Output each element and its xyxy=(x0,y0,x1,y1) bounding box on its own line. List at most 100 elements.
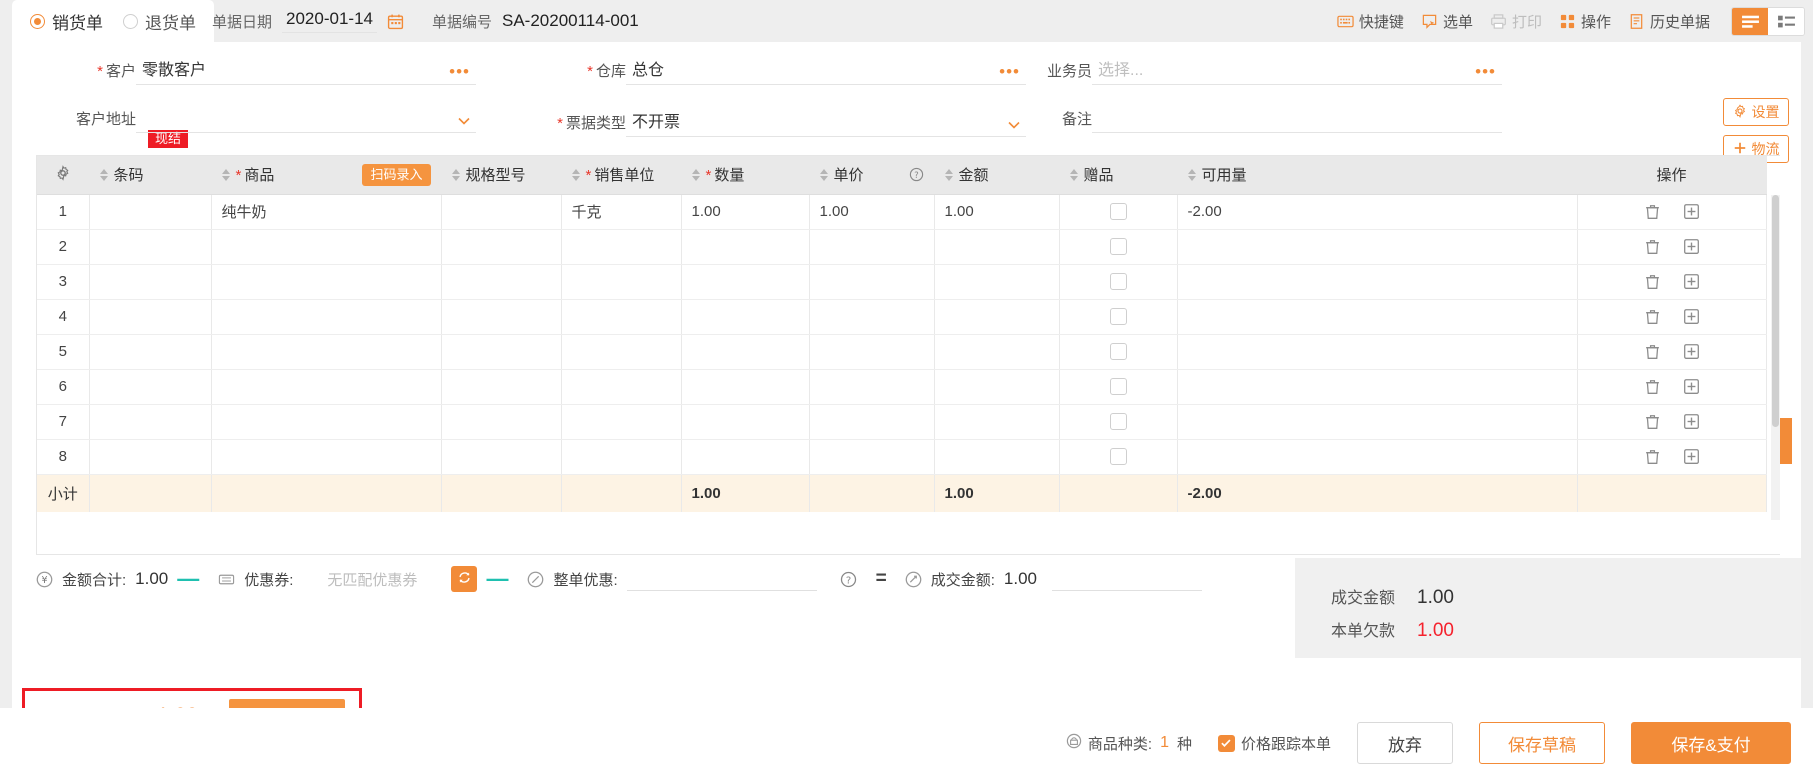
cell-product[interactable] xyxy=(211,299,442,335)
gift-checkbox[interactable] xyxy=(1109,238,1127,255)
gear-icon[interactable] xyxy=(55,164,71,185)
coupon-value[interactable]: 无匹配优惠券 xyxy=(327,571,418,589)
price-tracking-option[interactable]: 价格跟踪本单 xyxy=(1217,733,1331,754)
column-header-price[interactable]: 单价? xyxy=(809,156,935,195)
final-amount-input[interactable] xyxy=(1051,567,1202,591)
column-header-unit[interactable]: * 销售单位 xyxy=(561,156,682,195)
cell-price[interactable] xyxy=(809,299,935,335)
cell-price[interactable] xyxy=(809,264,935,300)
remark-input[interactable] xyxy=(1092,109,1502,133)
select-doc-button[interactable]: 选单 xyxy=(1421,11,1473,32)
help-icon[interactable]: ? xyxy=(840,571,857,588)
cell-amount[interactable] xyxy=(934,404,1060,440)
radio-return-order[interactable]: 退货单 xyxy=(123,9,196,34)
column-header-available[interactable]: 可用量 xyxy=(1177,156,1578,195)
cell-barcode[interactable] xyxy=(89,404,212,440)
cell-unit[interactable] xyxy=(561,264,682,300)
column-header-barcode[interactable]: 条码 xyxy=(89,156,212,195)
view-mode-list-button[interactable] xyxy=(1732,7,1768,35)
cell-amount[interactable] xyxy=(934,439,1060,475)
cell-gift[interactable] xyxy=(1059,264,1178,300)
sort-icon[interactable] xyxy=(221,168,230,181)
grid-vertical-scrollbar[interactable] xyxy=(1771,195,1780,520)
table-row[interactable]: 4 xyxy=(37,299,1767,335)
cell-unit[interactable] xyxy=(561,334,682,370)
sort-icon[interactable] xyxy=(451,168,460,181)
cell-unit[interactable] xyxy=(561,369,682,405)
save-draft-button[interactable]: 保存草稿 xyxy=(1479,722,1605,764)
cell-amount[interactable] xyxy=(934,229,1060,265)
help-icon[interactable]: ? xyxy=(909,167,924,182)
sort-icon[interactable] xyxy=(571,168,580,181)
checkbox-checked-icon[interactable] xyxy=(1217,734,1235,752)
cell-amount[interactable] xyxy=(934,299,1060,335)
cell-barcode[interactable] xyxy=(89,299,212,335)
cell-amount[interactable] xyxy=(934,264,1060,300)
cell-unit[interactable]: 千克 xyxy=(561,194,682,230)
cell-spec[interactable] xyxy=(441,264,562,300)
sort-icon[interactable] xyxy=(944,168,953,181)
table-row[interactable]: 3 xyxy=(37,264,1767,300)
cell-unit[interactable] xyxy=(561,299,682,335)
salesman-more-icon[interactable]: ••• xyxy=(1475,62,1496,81)
cell-unit[interactable] xyxy=(561,439,682,475)
calendar-icon[interactable] xyxy=(387,13,404,30)
delete-row-icon[interactable] xyxy=(1644,343,1661,360)
cell-amount[interactable] xyxy=(934,369,1060,405)
discard-button[interactable]: 放弃 xyxy=(1357,722,1453,764)
add-row-icon[interactable] xyxy=(1683,308,1700,325)
cell-product[interactable] xyxy=(211,439,442,475)
cell-spec[interactable] xyxy=(441,369,562,405)
cell-qty[interactable] xyxy=(681,229,810,265)
cell-spec[interactable] xyxy=(441,299,562,335)
history-button[interactable]: 历史单据 xyxy=(1628,11,1710,32)
gift-checkbox[interactable] xyxy=(1109,378,1127,395)
cell-gift[interactable] xyxy=(1059,194,1178,230)
sort-icon[interactable] xyxy=(819,168,828,181)
cell-gift[interactable] xyxy=(1059,439,1178,475)
cell-product[interactable]: 纯牛奶 xyxy=(211,194,442,230)
whole-discount-input[interactable] xyxy=(626,567,817,591)
add-row-icon[interactable] xyxy=(1683,448,1700,465)
cell-barcode[interactable] xyxy=(89,369,212,405)
cell-gift[interactable] xyxy=(1059,404,1178,440)
operate-button[interactable]: 操作 xyxy=(1559,11,1611,32)
gift-checkbox[interactable] xyxy=(1109,413,1127,430)
cell-spec[interactable] xyxy=(441,229,562,265)
add-row-icon[interactable] xyxy=(1683,203,1700,220)
print-button[interactable]: 打印 xyxy=(1490,11,1542,32)
cell-barcode[interactable] xyxy=(89,334,212,370)
cell-barcode[interactable] xyxy=(89,194,212,230)
cell-qty[interactable] xyxy=(681,369,810,405)
column-settings-header[interactable] xyxy=(37,156,90,195)
cell-price[interactable]: 1.00 xyxy=(809,194,935,230)
chevron-down-icon[interactable] xyxy=(1006,117,1022,133)
invoice-type-input[interactable]: 不开票 xyxy=(626,108,1026,137)
cell-amount[interactable] xyxy=(934,334,1060,370)
doc-date-value[interactable]: 2020-01-14 xyxy=(282,9,377,33)
cell-price[interactable] xyxy=(809,439,935,475)
sort-icon[interactable] xyxy=(1069,168,1078,181)
cell-unit[interactable] xyxy=(561,404,682,440)
cell-barcode[interactable] xyxy=(89,229,212,265)
sort-icon[interactable] xyxy=(99,168,108,181)
column-header-spec[interactable]: 规格型号 xyxy=(441,156,562,195)
column-header-product[interactable]: * 商品 扫码录入 xyxy=(211,156,442,195)
cell-gift[interactable] xyxy=(1059,334,1178,370)
gift-checkbox[interactable] xyxy=(1109,273,1127,290)
cell-unit[interactable] xyxy=(561,229,682,265)
scrollbar-thumb[interactable] xyxy=(1772,195,1779,427)
cell-qty[interactable] xyxy=(681,299,810,335)
delete-row-icon[interactable] xyxy=(1644,273,1661,290)
cell-product[interactable] xyxy=(211,404,442,440)
delete-row-icon[interactable] xyxy=(1644,203,1661,220)
cell-spec[interactable] xyxy=(441,194,562,230)
column-header-qty[interactable]: * 数量 xyxy=(681,156,810,195)
cell-barcode[interactable] xyxy=(89,264,212,300)
cell-gift[interactable] xyxy=(1059,299,1178,335)
cell-qty[interactable] xyxy=(681,264,810,300)
customer-more-icon[interactable]: ••• xyxy=(449,62,470,81)
cell-spec[interactable] xyxy=(441,404,562,440)
add-row-icon[interactable] xyxy=(1683,413,1700,430)
cell-product[interactable] xyxy=(211,264,442,300)
